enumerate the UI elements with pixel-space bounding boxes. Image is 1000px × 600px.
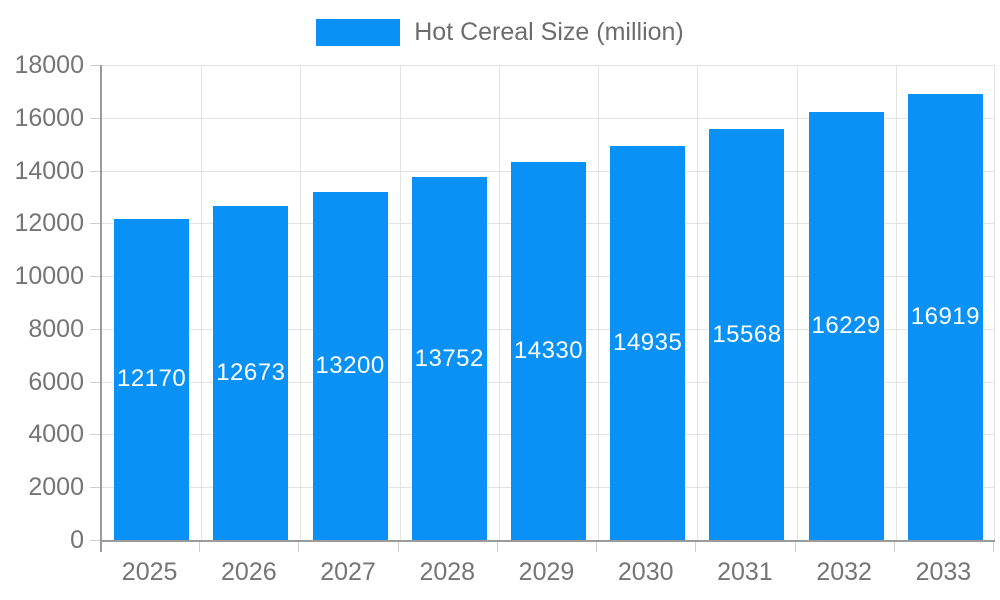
bar-value-label: 13200	[315, 351, 385, 379]
x-gridline	[598, 65, 599, 540]
x-axis-label: 2025	[121, 558, 178, 586]
y-axis-tick	[90, 170, 100, 172]
bar-2030[interactable]: 14935	[610, 145, 686, 540]
y-axis-label: 18000	[14, 51, 84, 79]
x-axis-tick	[794, 542, 796, 552]
y-axis-label: 14000	[14, 156, 84, 185]
y-axis-label: 4000	[28, 420, 84, 449]
bar-value-label: 12170	[116, 365, 187, 393]
y-axis-tick	[90, 434, 100, 436]
y-axis-tick	[90, 65, 100, 66]
x-axis-tick	[496, 542, 498, 552]
x-gridline	[300, 65, 301, 540]
y-axis-tick	[90, 381, 100, 383]
x-axis-label: 2032	[816, 558, 872, 586]
x-gridline	[697, 65, 698, 540]
plot-area: 12170 12673 13200 13752 14330 14935 15568 16229…	[100, 65, 995, 542]
x-axis-label: 2033	[915, 558, 972, 586]
y-axis-tick	[90, 328, 100, 330]
x-axis-tick	[100, 542, 102, 552]
x-axis-tick	[893, 542, 895, 552]
y-axis-label: 12000	[14, 209, 84, 238]
x-axis-tick	[199, 542, 201, 552]
y-axis-label: 2000	[28, 473, 84, 502]
bar-value-label: 12673	[216, 358, 286, 386]
bar-2025[interactable]: 12170	[114, 218, 190, 540]
y-gridline	[102, 65, 995, 66]
y-axis-label: 16000	[14, 103, 84, 132]
legend-label: Hot Cereal Size (million)	[414, 17, 684, 46]
bar-2031[interactable]: 15568	[709, 129, 785, 540]
x-gridline	[201, 65, 202, 540]
x-axis-tick	[993, 542, 994, 552]
x-axis-label: 2029	[518, 558, 575, 586]
x-axis-tick	[695, 542, 697, 552]
y-axis-label: 0	[70, 526, 84, 554]
y-axis-label: 10000	[14, 262, 84, 291]
x-axis-label: 2030	[617, 558, 674, 586]
y-gridline	[102, 117, 995, 119]
bar-value-label: 14935	[613, 328, 683, 356]
x-gridline	[400, 65, 401, 540]
bar-value-label: 16919	[910, 302, 980, 330]
x-gridline	[994, 65, 995, 540]
legend-color-swatch	[316, 18, 401, 46]
bar-value-label: 15568	[712, 320, 782, 348]
bar-2028[interactable]: 13752	[411, 177, 487, 540]
bar-2029[interactable]: 14330	[511, 161, 586, 540]
x-axis-label: 2026	[221, 558, 277, 586]
chart-legend[interactable]: Hot Cereal Size (million)	[0, 14, 1000, 50]
x-axis-label: 2031	[717, 558, 773, 586]
y-axis-label: 6000	[28, 367, 84, 396]
bar-value-label: 13752	[414, 344, 484, 372]
bar-2027[interactable]: 13200	[312, 191, 388, 540]
bar-2032[interactable]: 16229	[808, 111, 884, 540]
x-axis-tick	[596, 542, 598, 552]
x-axis-tick	[298, 542, 300, 552]
bar-value-label: 16229	[811, 311, 881, 339]
y-axis-tick	[90, 117, 100, 119]
y-axis-tick	[90, 223, 100, 225]
x-gridline	[797, 65, 798, 540]
bar-2033[interactable]: 16919	[907, 93, 983, 540]
x-axis-label: 2028	[419, 558, 476, 586]
x-gridline	[896, 65, 897, 540]
x-axis-tick	[397, 542, 399, 552]
y-axis-label: 8000	[28, 314, 84, 343]
y-axis-tick	[90, 487, 100, 489]
y-axis-tick	[90, 276, 100, 278]
x-axis-label: 2027	[320, 558, 376, 586]
y-axis-tick	[90, 540, 100, 541]
bar-2026[interactable]: 12673	[213, 205, 289, 540]
bar-value-label: 14330	[513, 336, 584, 364]
x-gridline	[499, 65, 500, 540]
